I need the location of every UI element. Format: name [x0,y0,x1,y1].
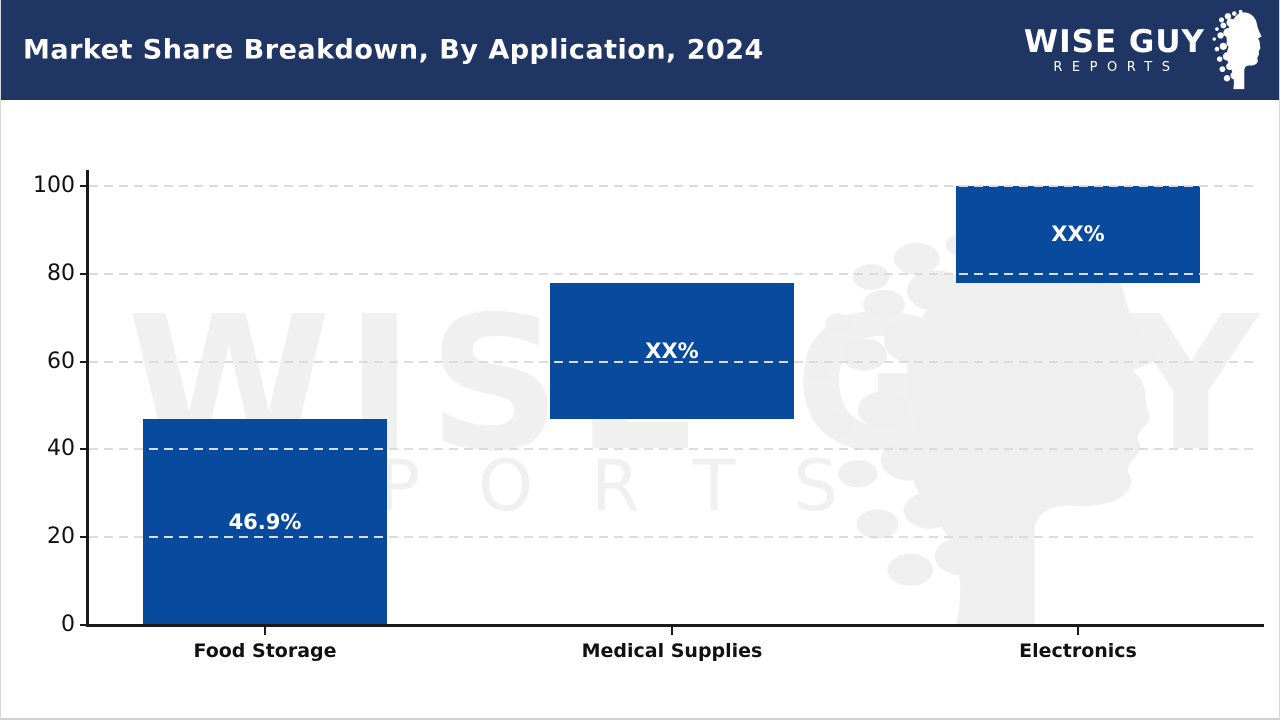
x-tick-label-food-storage: Food Storage [193,640,337,662]
gridline-20 [89,536,1253,539]
y-tick-label-100: 100 [33,173,75,198]
bar-value-label-food-storage: 46.9% [228,510,302,535]
gridline-60 [89,360,1253,363]
wiseguy-face-icon [1212,9,1262,90]
x-tick-label-medical-supplies: Medical Supplies [581,640,763,662]
x-tick-label-electronics: Electronics [1019,640,1137,662]
y-tick-mark [80,448,88,451]
chart-area: WISE GUY REPORTS 46.9%Food StorageXX%Med… [1,100,1279,718]
y-axis-line [86,170,89,627]
y-tick-label-80: 80 [47,260,75,286]
x-tick-mark [264,627,266,635]
y-tick-mark [80,272,88,275]
page-title: Market Share Breakdown, By Application, … [23,34,764,66]
y-tick-mark [80,185,88,187]
y-tick-label-60: 60 [47,348,75,374]
y-tick-label-40: 40 [47,436,75,462]
x-axis-line [86,624,1264,627]
brand-logo: WISE GUY REPORTS [1024,6,1265,94]
bar-value-label-medical-supplies: XX% [645,338,699,363]
watermark-face-icon [806,226,1159,625]
header-bar: Market Share Breakdown, By Application, … [1,0,1279,100]
bar-electronics [956,186,1200,283]
x-tick-mark [1077,627,1079,635]
bar-food-storage [143,419,387,625]
bar-medical-supplies [550,282,794,420]
y-tick-mark [80,624,88,626]
logo-title: WISE GUY [1023,23,1205,60]
bar-value-label-electronics: XX% [1051,222,1105,247]
y-tick-mark [80,536,88,539]
logo-wordmark: WISE GUY REPORTS [1024,25,1205,75]
y-tick-label-20: 20 [47,524,75,550]
y-tick-label-0: 0 [61,612,75,637]
y-tick-mark [80,360,88,363]
gridline-80 [89,272,1253,275]
gridline-40 [89,448,1253,451]
logo-subtitle: REPORTS [1053,60,1180,76]
x-tick-mark [671,627,673,635]
gridline-100 [89,185,1253,187]
